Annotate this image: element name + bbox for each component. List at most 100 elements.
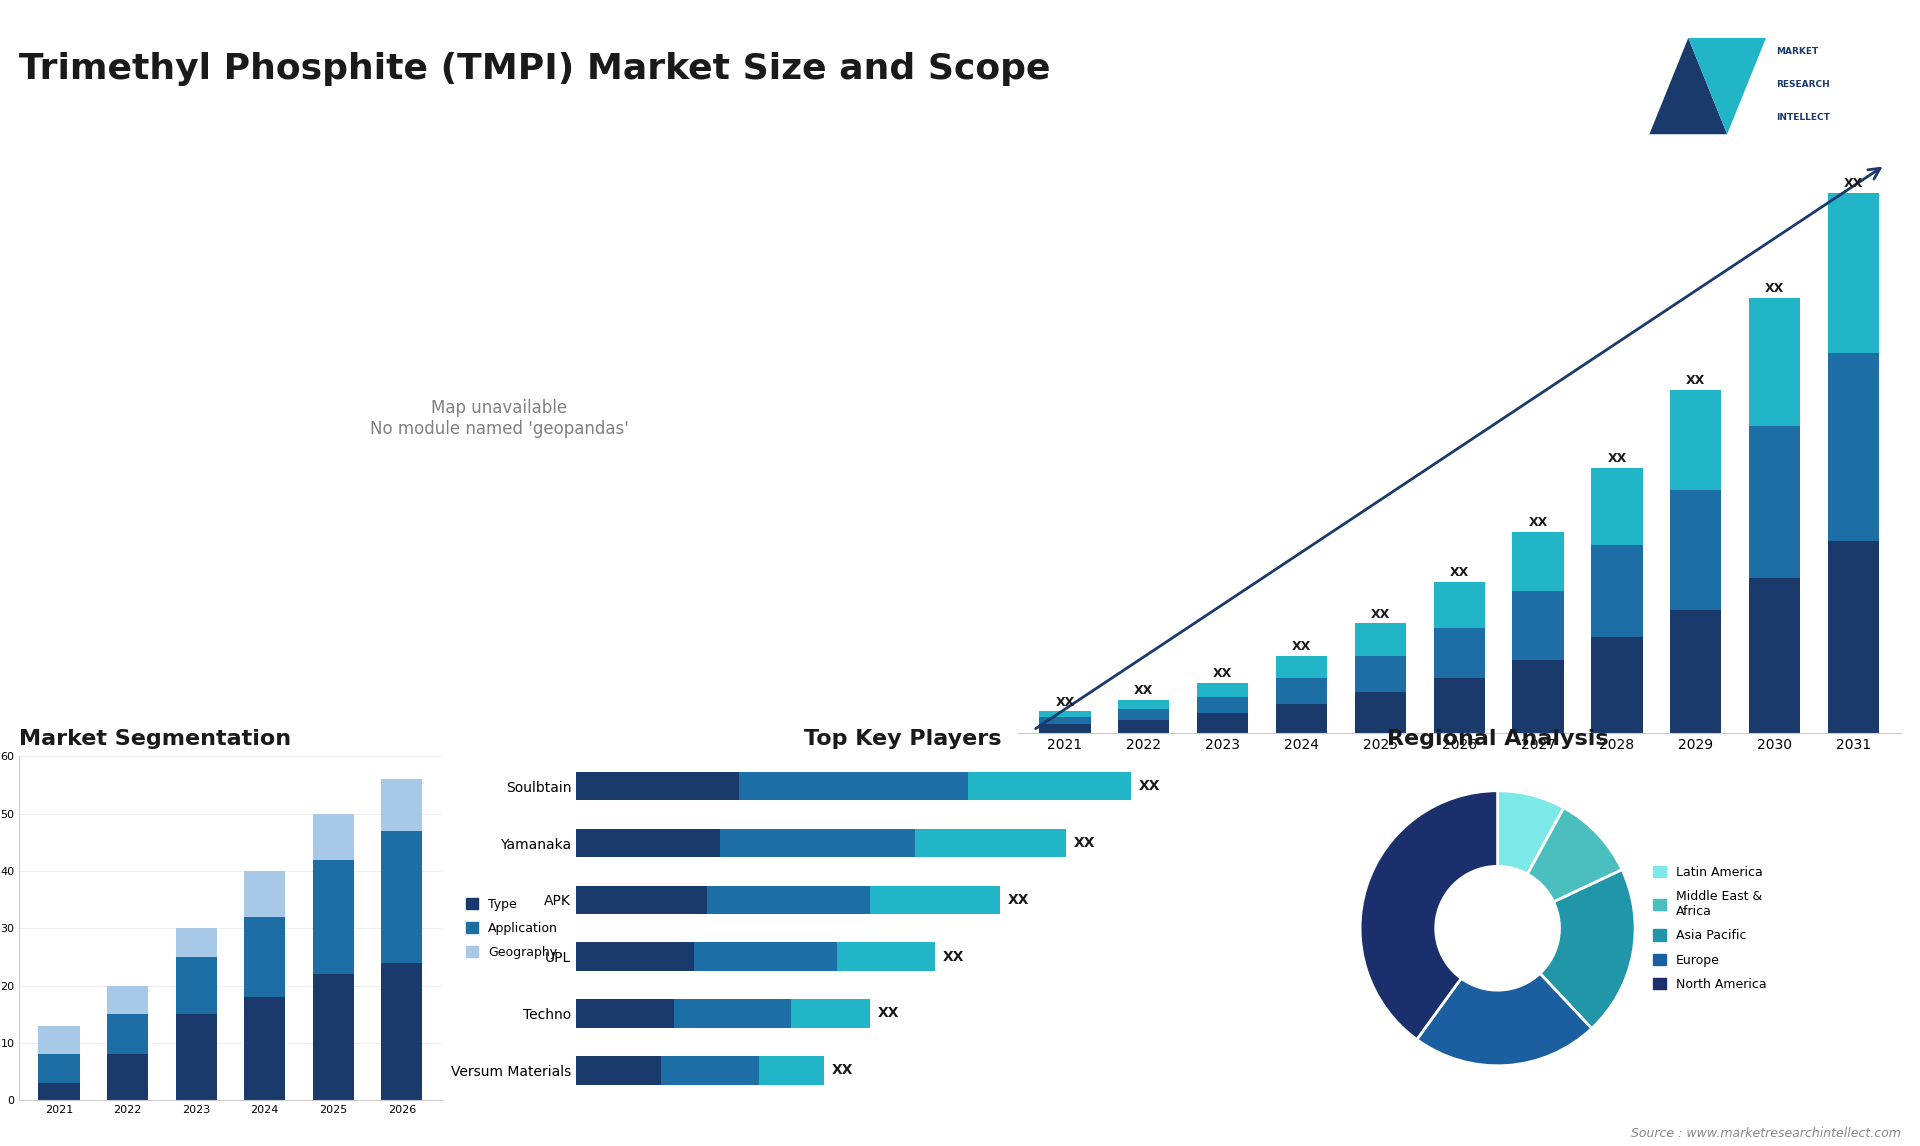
Bar <box>175 1014 217 1100</box>
Title: Regional Analysis: Regional Analysis <box>1386 729 1609 749</box>
Bar <box>720 829 916 857</box>
Bar <box>1356 692 1405 733</box>
Text: XX: XX <box>877 1006 899 1020</box>
Bar <box>382 831 422 963</box>
Text: XX: XX <box>1008 893 1029 906</box>
Bar <box>870 886 1000 915</box>
Text: XX: XX <box>1764 282 1784 296</box>
Bar <box>1828 353 1880 541</box>
Text: XX: XX <box>1528 516 1548 529</box>
Text: MARKET: MARKET <box>1776 47 1818 56</box>
Bar <box>1828 541 1880 733</box>
Text: Market Segmentation: Market Segmentation <box>19 729 292 749</box>
Polygon shape <box>1649 38 1728 134</box>
Bar <box>108 1014 148 1054</box>
Bar <box>1277 678 1327 704</box>
Bar <box>244 871 286 917</box>
Legend: Latin America, Middle East &
Africa, Asia Pacific, Europe, North America: Latin America, Middle East & Africa, Asi… <box>1647 861 1772 996</box>
Text: XX: XX <box>831 1063 852 1077</box>
Bar <box>1039 717 1091 724</box>
Bar <box>576 829 720 857</box>
Bar <box>576 1057 660 1084</box>
Bar <box>576 886 707 915</box>
Bar <box>1277 656 1327 678</box>
Bar <box>693 942 837 971</box>
Bar <box>1196 697 1248 713</box>
Bar <box>1117 699 1169 708</box>
Bar <box>1356 623 1405 656</box>
Bar <box>1670 390 1722 490</box>
Text: XX: XX <box>1371 607 1390 621</box>
Text: XX: XX <box>1139 779 1160 793</box>
Bar <box>382 779 422 831</box>
Bar <box>1039 724 1091 733</box>
Text: XX: XX <box>1135 684 1154 697</box>
Bar <box>175 957 217 1014</box>
Text: XX: XX <box>1213 667 1233 681</box>
Bar <box>916 829 1066 857</box>
Bar <box>382 963 422 1100</box>
Bar <box>968 772 1131 800</box>
Bar <box>1828 193 1880 353</box>
Bar <box>1670 490 1722 610</box>
Bar <box>1434 678 1484 733</box>
Bar <box>576 999 674 1028</box>
Bar <box>38 1083 79 1100</box>
Text: XX: XX <box>943 950 964 964</box>
Bar <box>1592 637 1642 733</box>
Bar <box>576 942 693 971</box>
Bar <box>1749 426 1801 578</box>
Bar <box>1513 591 1563 660</box>
Wedge shape <box>1498 791 1565 874</box>
Bar <box>1117 708 1169 720</box>
Bar <box>313 814 353 860</box>
Bar <box>1277 704 1327 733</box>
Bar <box>837 942 935 971</box>
Bar <box>674 999 791 1028</box>
Bar <box>1196 683 1248 697</box>
Bar <box>108 986 148 1014</box>
Bar <box>1434 628 1484 678</box>
Text: RESEARCH: RESEARCH <box>1776 80 1830 89</box>
Bar <box>739 772 968 800</box>
Text: XX: XX <box>1843 176 1862 190</box>
Text: XX: XX <box>1056 696 1075 708</box>
Bar <box>1749 298 1801 426</box>
Bar <box>1513 532 1563 591</box>
Wedge shape <box>1528 808 1622 902</box>
Text: XX: XX <box>1450 566 1469 580</box>
Text: XX: XX <box>1073 837 1094 850</box>
Bar <box>1592 545 1642 637</box>
Bar <box>38 1026 79 1054</box>
Bar <box>758 1057 824 1084</box>
Bar <box>1039 712 1091 717</box>
Bar <box>1196 713 1248 733</box>
Bar <box>1749 578 1801 733</box>
Bar <box>108 1054 148 1100</box>
Bar <box>791 999 870 1028</box>
Bar <box>1670 610 1722 733</box>
Bar <box>1434 582 1484 628</box>
Bar <box>244 997 286 1100</box>
Bar <box>38 1054 79 1083</box>
Legend: Type, Application, Geography: Type, Application, Geography <box>461 893 563 964</box>
Bar <box>1117 720 1169 733</box>
Bar <box>313 974 353 1100</box>
Wedge shape <box>1359 791 1498 1039</box>
Bar <box>1513 660 1563 733</box>
Text: INTELLECT: INTELLECT <box>1776 113 1830 123</box>
Bar <box>313 860 353 974</box>
Text: XX: XX <box>1607 452 1626 465</box>
Bar <box>1592 468 1642 545</box>
Bar <box>660 1057 758 1084</box>
Polygon shape <box>1688 38 1766 134</box>
Text: Map unavailable
No module named 'geopandas': Map unavailable No module named 'geopand… <box>371 399 628 438</box>
Bar <box>576 772 739 800</box>
Text: XX: XX <box>1686 374 1705 387</box>
Bar <box>707 886 870 915</box>
Text: Trimethyl Phosphite (TMPI) Market Size and Scope: Trimethyl Phosphite (TMPI) Market Size a… <box>19 52 1050 86</box>
Wedge shape <box>1540 870 1636 1028</box>
Bar <box>244 917 286 997</box>
Text: XX: XX <box>1292 639 1311 653</box>
Title: Top Key Players: Top Key Players <box>804 729 1000 749</box>
